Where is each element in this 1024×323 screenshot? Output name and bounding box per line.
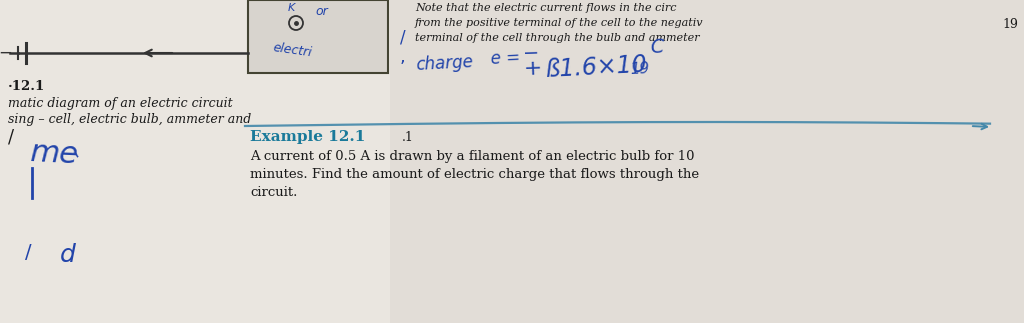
Text: 19: 19 [630, 61, 650, 77]
Bar [390, 0, 1024, 323]
Bar [248, 0, 388, 73]
Text: −: − [0, 44, 12, 62]
Text: d: d [60, 243, 76, 267]
Text: electri: electri [272, 41, 312, 59]
Bar [0, 0, 390, 323]
Text: C: C [650, 38, 665, 57]
Text: matic diagram of an electric circuit: matic diagram of an electric circuit [8, 97, 232, 110]
Text: circuit.: circuit. [250, 186, 297, 199]
Text: +: + [523, 58, 543, 78]
Text: A current of 0.5 A is drawn by a filament of an electric bulb for 10: A current of 0.5 A is drawn by a filamen… [250, 150, 694, 163]
Text: ': ' [72, 150, 86, 169]
Text: .1: .1 [402, 131, 414, 144]
Text: /: / [8, 129, 14, 147]
Text: or: or [315, 5, 328, 18]
Text: Example 12.1: Example 12.1 [250, 130, 366, 144]
Text: terminal of the cell through the bulb and ammeter: terminal of the cell through the bulb an… [415, 33, 699, 43]
Text: e =: e = [490, 48, 520, 68]
Text: charge: charge [415, 53, 473, 74]
Text: −: − [523, 43, 540, 63]
Text: minutes. Find the amount of electric charge that flows through the: minutes. Find the amount of electric cha… [250, 168, 699, 181]
Text: /: / [25, 243, 32, 262]
Text: ß1.6×10: ß1.6×10 [545, 53, 648, 82]
Text: ·12.1: ·12.1 [8, 80, 45, 93]
Text: K: K [288, 3, 295, 13]
Text: me: me [30, 138, 80, 170]
Text: 19: 19 [1002, 18, 1018, 31]
Text: sing – cell, electric bulb, ammeter and: sing – cell, electric bulb, ammeter and [8, 113, 251, 126]
Text: from the positive terminal of the cell to the negativ: from the positive terminal of the cell t… [415, 18, 703, 28]
Text: /: / [400, 28, 406, 46]
Text: Note that the electric current flows in the circ: Note that the electric current flows in … [415, 3, 677, 13]
Text: ,: , [400, 48, 406, 66]
